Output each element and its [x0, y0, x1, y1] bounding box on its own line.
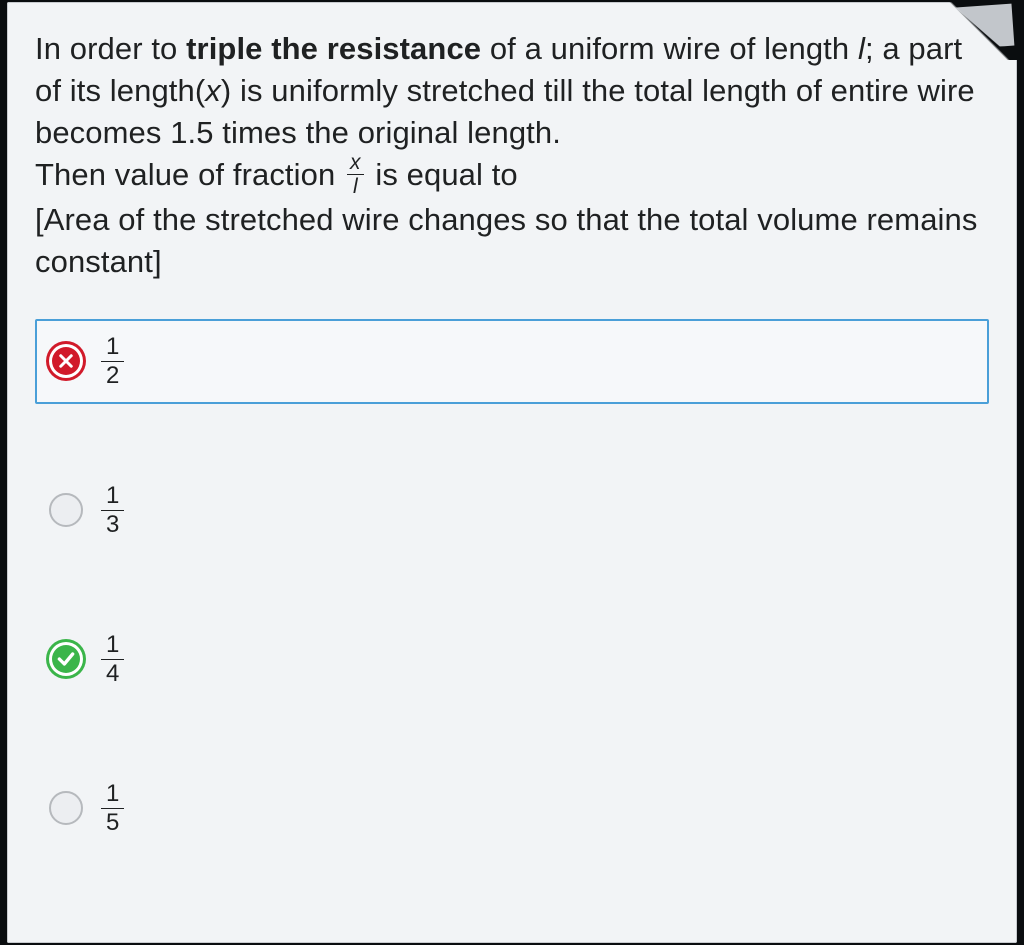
q-var-x: x	[205, 73, 221, 108]
option-den: 2	[106, 362, 119, 388]
option-fraction: 1 2	[101, 335, 124, 388]
q-frac-num: x	[347, 152, 364, 175]
radio-empty-icon	[49, 791, 83, 825]
options-list: 1 2 1 3 1 4 1 5	[35, 319, 989, 851]
q-fraction: xl	[347, 152, 364, 197]
option-num: 1	[101, 782, 124, 809]
question-text: In order to triple the resistance of a u…	[35, 28, 989, 283]
radio-empty-icon	[49, 493, 83, 527]
correct-icon	[49, 642, 83, 676]
option-fraction: 1 5	[101, 782, 124, 835]
q-text: of a uniform wire of length	[481, 31, 858, 66]
q-text: ;	[865, 31, 874, 66]
q-note: [Area of the stretched wire changes so t…	[35, 202, 977, 279]
option-c[interactable]: 1 4	[35, 617, 989, 702]
q-frac-den: l	[353, 175, 358, 197]
q-bold: triple the resistance	[186, 31, 481, 66]
option-num: 1	[101, 484, 124, 511]
page-curl-decoration	[929, 0, 1019, 60]
option-den: 5	[106, 809, 119, 835]
option-a[interactable]: 1 2	[35, 319, 989, 404]
q-text: In order to	[35, 31, 186, 66]
option-den: 3	[106, 511, 119, 537]
option-b[interactable]: 1 3	[35, 468, 989, 553]
q-text: is equal to	[375, 157, 517, 192]
option-fraction: 1 4	[101, 633, 124, 686]
option-fraction: 1 3	[101, 484, 124, 537]
option-den: 4	[106, 660, 119, 686]
option-num: 1	[101, 335, 124, 362]
option-d[interactable]: 1 5	[35, 766, 989, 851]
option-num: 1	[101, 633, 124, 660]
q-text: Then value of fraction	[35, 157, 344, 192]
q-var-l: l	[858, 31, 865, 66]
question-card: In order to triple the resistance of a u…	[7, 2, 1017, 943]
wrong-icon	[49, 344, 83, 378]
